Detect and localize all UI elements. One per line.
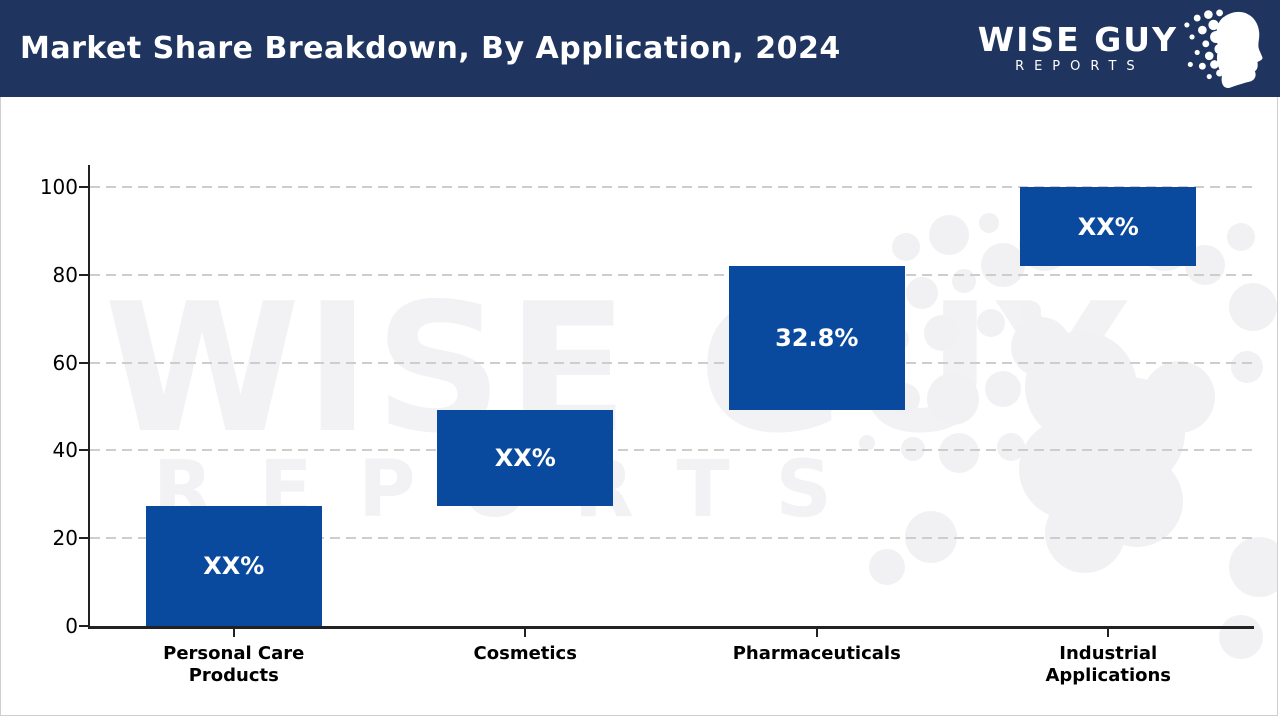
logo-subtitle: REPORTS <box>1015 59 1145 74</box>
bar-personal-care-products: XX% <box>145 506 322 626</box>
y-axis-tick-label: 40 <box>52 438 78 463</box>
x-axis-category-label: Personal Care Products <box>163 643 305 686</box>
x-axis-tickmark <box>1107 629 1110 637</box>
brand-logo: WISE GUY REPORTS <box>978 6 1280 92</box>
bar-value-label: 32.8% <box>775 324 859 352</box>
y-axis-tickmark <box>79 361 88 364</box>
bar-industrial-applications: XX% <box>1020 187 1197 267</box>
y-axis-tick-label: 100 <box>39 175 78 199</box>
brand-logo-text: WISE GUY REPORTS <box>977 20 1178 75</box>
bar-cosmetics: XX% <box>437 410 614 506</box>
bar-value-label: XX% <box>494 443 556 472</box>
x-axis-category-label: Cosmetics <box>473 643 577 664</box>
logo-head-icon <box>1184 8 1263 88</box>
y-gridline <box>90 273 1254 276</box>
y-gridline <box>90 449 1254 452</box>
y-axis-tick-label: 80 <box>52 262 78 287</box>
y-axis-tickmark <box>79 186 88 188</box>
bar-value-label: XX% <box>1077 212 1139 241</box>
y-axis-tickmark <box>79 537 88 540</box>
x-axis-category-label: Pharmaceuticals <box>732 643 901 664</box>
x-axis-tickmark <box>232 629 235 637</box>
bar-value-label: XX% <box>203 552 265 581</box>
x-axis-tickmark <box>524 629 527 637</box>
y-axis-tickmark <box>79 273 88 276</box>
x-axis-spine <box>88 626 1254 629</box>
y-axis-tick-label: 0 <box>65 614 78 638</box>
y-gridline <box>90 186 1254 188</box>
y-axis-spine <box>88 165 90 629</box>
page-title: Market Share Breakdown, By Application, … <box>20 31 841 66</box>
x-axis-tickmark <box>815 629 818 637</box>
y-axis-tickmark <box>79 449 88 452</box>
y-axis-tick-label: 20 <box>52 526 78 551</box>
y-gridline <box>90 537 1254 540</box>
header: Market Share Breakdown, By Application, … <box>0 0 1280 97</box>
y-axis-tickmark <box>79 625 88 627</box>
bar-pharmaceuticals: 32.8% <box>728 266 905 410</box>
x-axis-category-label: Industrial Applications <box>1045 643 1172 686</box>
y-axis-tick-label: 60 <box>52 350 78 375</box>
y-gridline <box>90 361 1254 364</box>
logo-wordmark: WISE GUY <box>977 20 1178 59</box>
